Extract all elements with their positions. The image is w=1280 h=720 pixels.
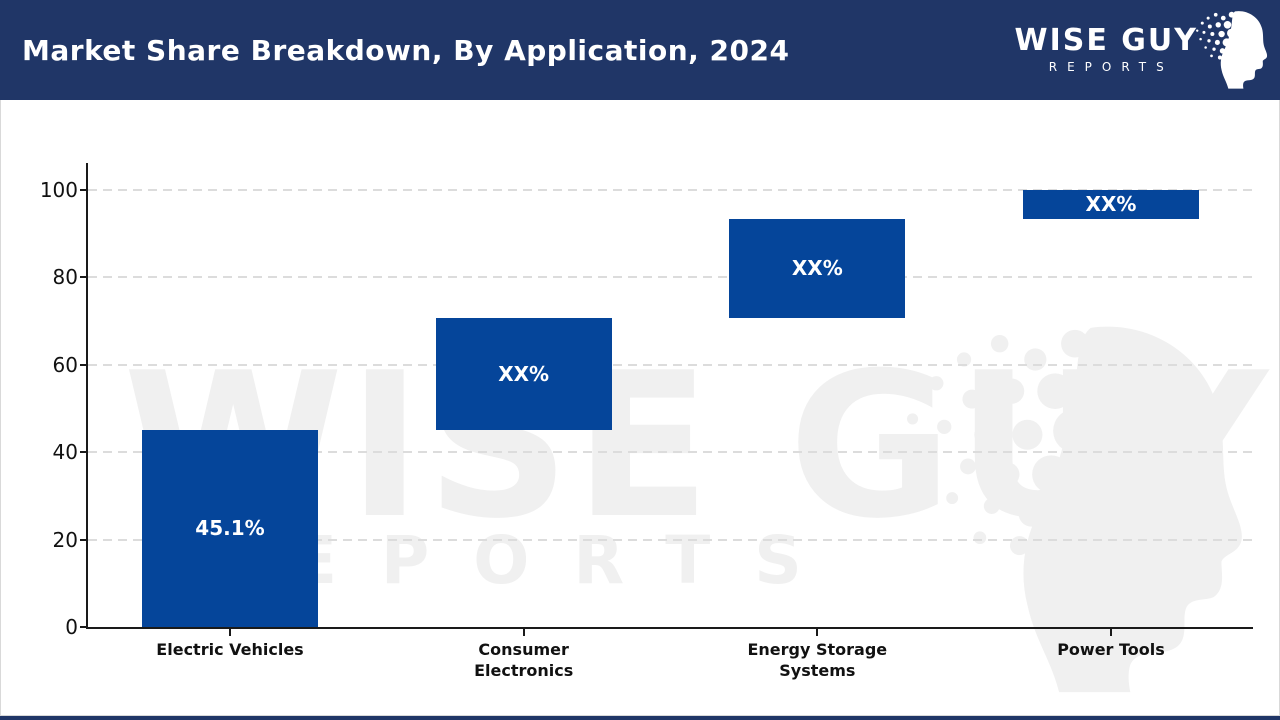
x-tick-mark (229, 629, 231, 636)
x-tick-mark (816, 629, 819, 636)
y-tick-mark (80, 451, 88, 453)
x-tick-mark (1110, 629, 1112, 636)
y-axis-line (86, 163, 88, 629)
y-tick-label: 0 (65, 615, 78, 639)
y-tick-mark (80, 538, 88, 541)
bar-value-label: XX% (498, 361, 550, 386)
gridline (88, 451, 1253, 453)
x-category-label: Energy Storage Systems (747, 640, 888, 680)
brand-logo-text: WISE GUY REPORTS (1014, 23, 1198, 75)
y-tick-label: 20 (52, 527, 78, 552)
x-axis-line (86, 627, 1253, 629)
bar-value-label: XX% (1085, 192, 1137, 217)
y-tick-label: 100 (39, 177, 78, 202)
bar-power-tools (1023, 189, 1199, 219)
x-category-label: Power Tools (1057, 640, 1165, 659)
gridline (88, 188, 1253, 191)
footer-bar (0, 716, 1280, 720)
bar-consumer-electronics (435, 317, 612, 430)
y-tick-label: 60 (52, 352, 78, 377)
page-title: Market Share Breakdown, By Application, … (22, 33, 790, 67)
brand-subname: REPORTS (1048, 60, 1174, 74)
brand-logo: WISE GUY REPORTS (1014, 6, 1272, 94)
y-tick-mark (80, 276, 88, 278)
y-tick-label: 80 (52, 265, 78, 289)
bar-value-label: XX% (791, 256, 843, 281)
header-bar: Market Share Breakdown, By Application, … (0, 0, 1280, 100)
brand-head-icon (1196, 11, 1268, 89)
bar-energy-storage-systems (729, 218, 906, 318)
bar-value-label: 45.1% (195, 516, 265, 541)
x-tick-mark (522, 629, 525, 636)
x-category-label: Electric Vehicles (156, 640, 304, 659)
y-tick-mark (80, 363, 88, 366)
y-tick-mark (80, 188, 88, 191)
y-tick-mark (80, 626, 88, 628)
x-category-label: Consumer Electronics (474, 640, 574, 680)
gridline (88, 276, 1253, 278)
gridline (88, 363, 1253, 366)
bar-electric-vehicles (142, 429, 318, 627)
gridline (88, 538, 1253, 541)
y-tick-label: 40 (52, 440, 78, 464)
brand-name: WISE GUY (1014, 23, 1198, 58)
